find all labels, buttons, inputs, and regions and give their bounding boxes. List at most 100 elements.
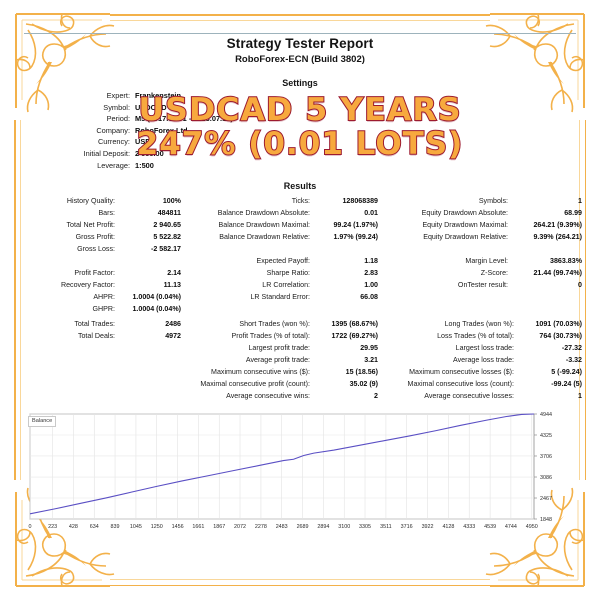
results-row-value: -2 582.17	[151, 245, 181, 253]
settings-heading: Settings	[282, 78, 318, 88]
results-row-label: Expected Payoff:	[256, 257, 310, 265]
results-row: Average consecutive wins: 2	[170, 390, 380, 402]
settings-row-value: USD	[135, 137, 151, 147]
results-row: Balance Drawdown Maximal: 99.24 (1.97%)	[190, 219, 380, 231]
chart-ytick-label: 2467	[540, 496, 552, 502]
results-column-3: Symbols: 1 Equity Drawdown Absolute: 68.99 E…	[380, 195, 585, 291]
results-row-value: 3.21	[364, 356, 378, 364]
results-row-label: Average consecutive losses:	[424, 392, 514, 400]
chart-ytick-label: 3706	[540, 454, 552, 460]
results-row-label: LR Correlation:	[262, 281, 310, 289]
results-row-value: 99.24 (1.97%)	[333, 221, 378, 229]
settings-row-label: Period:	[106, 114, 130, 124]
results-row: AHPR: 1.0004 (0.04%)	[0, 291, 190, 303]
results-row: Equity Drawdown Maximal: 264.21 (9.39%)	[380, 219, 585, 231]
results-row-value: 128068389	[342, 197, 378, 205]
results-row-value: 35.02 (9)	[349, 380, 378, 388]
results-row-label: Gross Loss:	[77, 245, 115, 253]
results-row: Equity Drawdown Absolute: 68.99	[380, 207, 585, 219]
results-row: Margin Level: 3863.83%	[380, 255, 585, 267]
results-row: Average consecutive losses: 1	[368, 390, 585, 402]
settings-row-label: Initial Deposit:	[83, 148, 130, 158]
settings-row-value: RoboForex Ltd	[135, 125, 188, 135]
results-row-value: 11.13	[163, 281, 181, 289]
results-row-label: History Quality:	[66, 197, 115, 205]
balance-chart: 0 223 428 634 839 1045 1250 1456 1661 1867 2072 227…	[22, 412, 578, 537]
chart-xtick-label: 2072	[234, 524, 246, 530]
results-spacer	[190, 243, 380, 255]
results-row-label: Average loss trade:	[453, 356, 514, 364]
chart-xtick-label: 4744	[505, 524, 517, 530]
results-row-label: Symbols:	[478, 197, 508, 205]
results-row-value: -99.24 (5)	[551, 380, 582, 388]
results-row-label: Loss Trades (% of total):	[437, 332, 514, 340]
balance-chart-svg: 0 223 428 634 839 1045 1250 1456 1661 1867 2072 227…	[29, 412, 553, 530]
results-row: Expected Payoff: 1.18	[190, 255, 380, 267]
results-row: Balance Drawdown Absolute: 0.01	[190, 207, 380, 219]
results-row: Ticks: 128068389	[190, 195, 380, 207]
results-row-value: 2	[374, 392, 378, 400]
results-row-value: -3.32	[565, 356, 582, 364]
results-row: Gross Loss: -2 582.17	[0, 243, 190, 255]
results-row-value: 484811	[157, 209, 181, 217]
results-row: Gross Profit: 5 522.82	[0, 231, 190, 243]
results-row-value: 1395 (68.67%)	[331, 320, 378, 328]
results-row: Sharpe Ratio: 2.83	[190, 267, 380, 279]
results-row-label: Profit Trades (% of total):	[231, 332, 310, 340]
page-title: Strategy Tester Report	[226, 36, 374, 51]
chart-xtick-label: 1661	[192, 524, 204, 530]
results-row: Profit Trades (% of total): 1722 (69.27%)	[170, 330, 380, 342]
chart-ytick-label: 4944	[540, 412, 552, 418]
results-row-label: Maximal consecutive profit (count):	[200, 380, 310, 388]
results-row-value: 2.83	[364, 269, 378, 277]
chart-xtick-label: 634	[90, 524, 99, 530]
settings-row: Company: RoboForex Ltd	[0, 125, 230, 137]
results-row-label: Gross Profit:	[75, 233, 115, 241]
results-row: LR Standard Error: 66.08	[190, 291, 380, 303]
results-row-value: 3863.83%	[550, 257, 582, 265]
results-row-label: Equity Drawdown Absolute:	[421, 209, 508, 217]
results-row-value: 1.00	[364, 281, 378, 289]
results-row-value: 1722 (69.27%)	[331, 332, 378, 340]
results-row: Short Trades (won %): 1395 (68.67%)	[170, 318, 380, 330]
chart-xtick-label: 1250	[151, 524, 163, 530]
results-row-label: Average consecutive wins:	[226, 392, 310, 400]
results-row: OnTester result: 0	[380, 279, 585, 291]
chart-xtick-label: 3922	[422, 524, 434, 530]
results-row: LR Correlation: 1.00	[190, 279, 380, 291]
chart-xtick-label: 2483	[276, 524, 288, 530]
trades-column-3: Long Trades (won %): 1091 (70.03%) Loss Tr…	[368, 318, 585, 402]
results-row-label: Margin Level:	[465, 257, 508, 265]
results-row-label: Z-Score:	[480, 269, 508, 277]
chart-xtick-label: 2278	[255, 524, 267, 530]
chart-ytick-label: 1848	[540, 517, 552, 523]
chart-xtick-label: 3716	[401, 524, 413, 530]
results-row-label: Largest profit trade:	[248, 344, 310, 352]
results-row: Equity Drawdown Relative: 9.39% (264.21)	[380, 231, 585, 243]
results-heading: Results	[283, 181, 317, 191]
results-row-label: Short Trades (won %):	[239, 320, 310, 328]
trades-column-2: Short Trades (won %): 1395 (68.67%) Profit…	[170, 318, 380, 402]
chart-ytick-label: 4325	[540, 433, 552, 439]
results-row: Largest profit trade: 29.95	[170, 342, 380, 354]
chart-xtick-label: 1456	[172, 524, 184, 530]
results-spacer	[0, 255, 190, 267]
results-row-label: GHPR:	[92, 305, 115, 313]
results-row: Total Trades: 2486	[0, 318, 190, 330]
results-row-label: Average profit trade:	[245, 356, 310, 364]
results-row-label: Balance Drawdown Absolute:	[217, 209, 310, 217]
settings-row-value: M5 (2017.01.01 - 2023.07.13)	[135, 114, 233, 124]
results-row: Total Deals: 4972	[0, 330, 190, 342]
chart-xtick-label: 4333	[463, 524, 475, 530]
results-row-label: Ticks:	[291, 197, 310, 205]
results-row: Long Trades (won %): 1091 (70.03%)	[368, 318, 585, 330]
chart-xtick-label: 2689	[297, 524, 309, 530]
results-row: GHPR: 1.0004 (0.04%)	[0, 303, 190, 315]
settings-row: Leverage: 1:500	[0, 160, 230, 172]
results-row-value: 1.0004 (0.04%)	[132, 293, 181, 301]
results-row: Maximal consecutive profit (count): 35.02…	[170, 378, 380, 390]
results-column-1: History Quality: 100% Bars: 484811 Total Net…	[0, 195, 190, 315]
results-row-value: 29.95	[360, 344, 378, 352]
results-row-value: 1.0004 (0.04%)	[132, 305, 181, 313]
results-row-label: Maximal consecutive loss (count):	[407, 380, 514, 388]
